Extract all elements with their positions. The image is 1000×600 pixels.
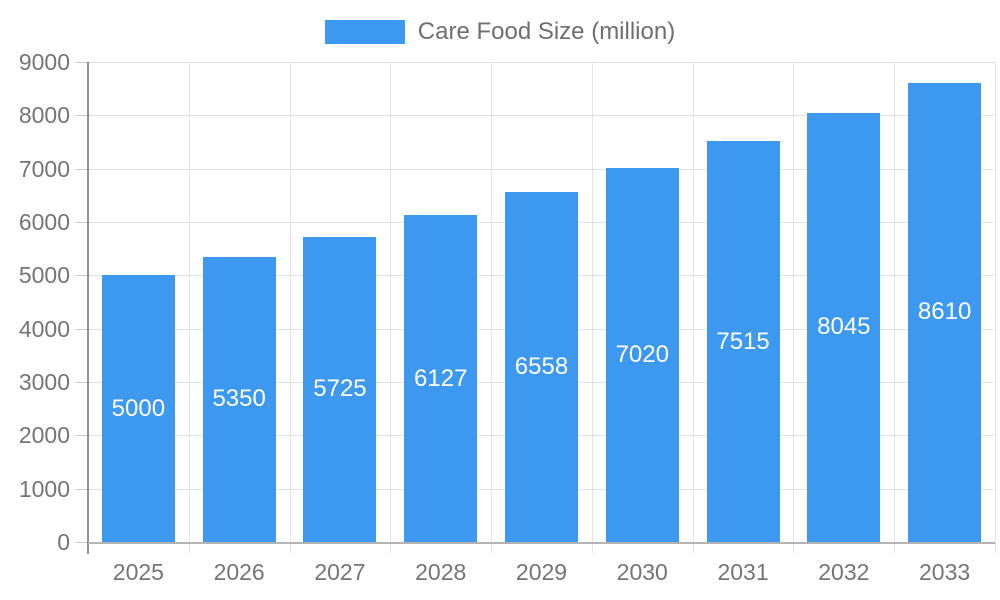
y-axis-tick	[76, 489, 88, 490]
legend-swatch	[324, 20, 405, 44]
y-axis-label: 8000	[18, 102, 70, 128]
x-axis-tick	[491, 542, 492, 553]
x-axis-tick	[290, 542, 291, 553]
bar-2030[interactable]	[605, 167, 679, 542]
y-axis-label: 0	[57, 529, 70, 555]
x-axis-label: 2031	[717, 559, 769, 585]
bar-2028[interactable]	[404, 215, 478, 542]
bar-2031[interactable]	[706, 141, 780, 542]
x-axis-tick	[592, 542, 593, 553]
bar-2027[interactable]	[303, 236, 377, 542]
y-axis-line	[87, 62, 89, 554]
bar-2026[interactable]	[202, 256, 276, 542]
x-axis-label: 2025	[112, 559, 164, 585]
y-axis-label: 2000	[18, 422, 70, 448]
x-axis-tick	[390, 542, 391, 553]
bar-value-label: 6558	[514, 353, 569, 381]
y-axis-tick	[76, 382, 88, 383]
gridline-vertical	[894, 62, 895, 542]
bar-2029[interactable]	[505, 192, 578, 542]
y-axis-tick	[76, 329, 88, 330]
bar-2025[interactable]	[101, 275, 175, 542]
legend-label: Care Food Size (million)	[417, 18, 676, 45]
x-axis-label: 2028	[415, 559, 467, 585]
gridline-vertical	[189, 62, 190, 542]
y-axis-label: 7000	[18, 156, 70, 182]
gridline-vertical	[592, 62, 593, 542]
y-axis-label: 9000	[18, 49, 70, 75]
x-axis-label: 2027	[314, 559, 366, 585]
y-axis-tick	[76, 62, 88, 63]
y-axis-label: 3000	[18, 369, 70, 395]
x-axis-label: 2033	[919, 559, 971, 585]
bar-value-label: 8610	[917, 298, 972, 326]
x-axis-line	[88, 542, 995, 544]
gridline-vertical	[793, 62, 794, 542]
x-axis-label: 2032	[818, 559, 870, 585]
x-axis-tick	[189, 542, 190, 553]
chart-legend: Care Food Size (million)	[0, 18, 1000, 46]
bar-value-label: 6127	[414, 364, 468, 392]
y-axis-tick	[76, 222, 88, 223]
y-axis-tick	[76, 435, 88, 436]
legend-item[interactable]: Care Food Size (million)	[324, 18, 676, 46]
bar-value-label: 5350	[212, 385, 266, 413]
x-axis-tick	[995, 542, 996, 553]
y-axis-tick	[76, 169, 88, 170]
gridline-vertical	[491, 62, 492, 542]
bar-value-label: 8045	[817, 313, 871, 341]
bar-2033[interactable]	[908, 82, 982, 542]
x-axis-tick	[894, 542, 895, 553]
y-axis-label: 5000	[18, 262, 70, 288]
x-axis-label: 2029	[515, 559, 568, 585]
gridline-vertical	[995, 62, 996, 542]
x-axis-tick	[793, 542, 794, 553]
gridline-horizontal	[88, 115, 995, 116]
y-axis-label: 4000	[18, 316, 70, 342]
y-axis-tick	[76, 542, 88, 543]
bar-2032[interactable]	[807, 112, 881, 542]
y-axis-tick	[76, 115, 88, 116]
gridline-horizontal	[88, 169, 995, 170]
x-axis-label: 2030	[616, 559, 668, 585]
y-axis-tick	[76, 275, 88, 276]
x-axis-label: 2026	[213, 559, 265, 585]
bar-value-label: 5725	[313, 375, 367, 403]
y-axis-label: 1000	[18, 476, 70, 502]
bar-value-label: 7515	[716, 327, 770, 355]
x-axis-tick	[693, 542, 694, 553]
gridline-vertical	[390, 62, 391, 542]
bar-value-label: 7020	[615, 340, 669, 368]
y-axis-label: 6000	[18, 209, 70, 235]
gridline-vertical	[290, 62, 291, 542]
gridline-horizontal	[88, 62, 995, 63]
bar-value-label: 5000	[111, 394, 166, 422]
gridline-vertical	[693, 62, 694, 542]
